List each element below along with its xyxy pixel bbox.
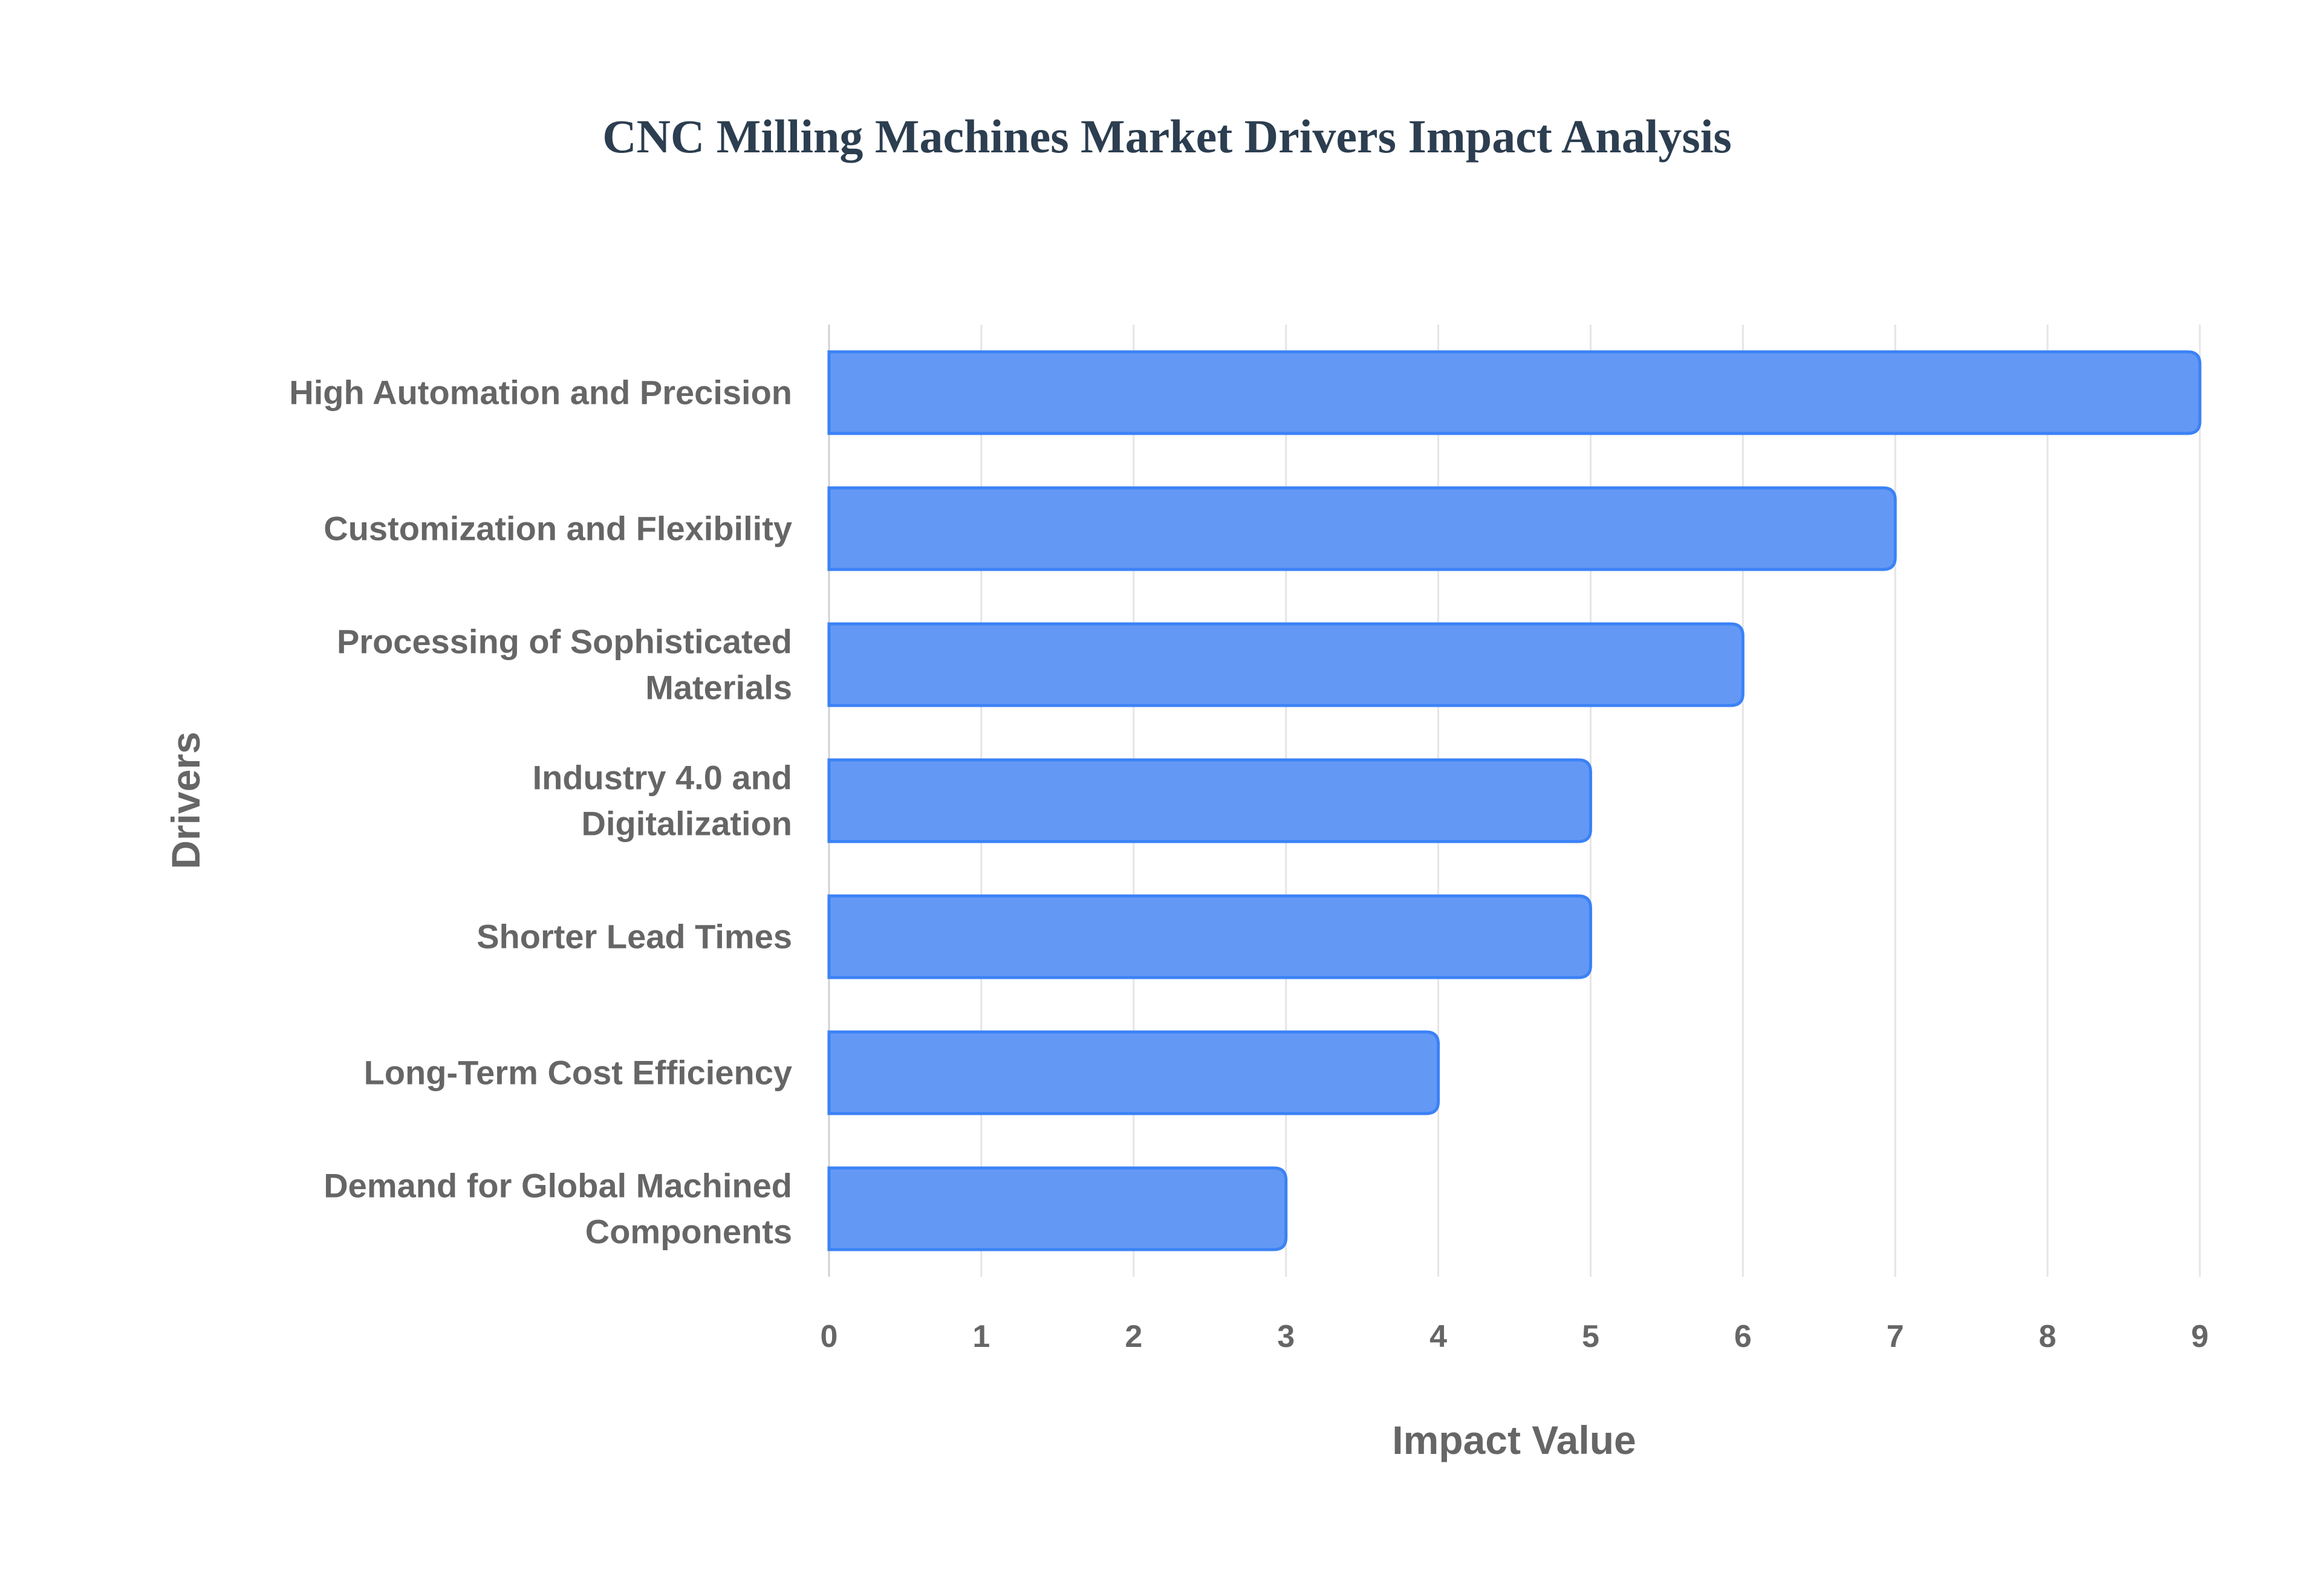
category-label: Long-Term Cost Efficiency [364,1054,792,1092]
x-tick-label: 5 [1582,1319,1599,1354]
bar [827,894,1592,979]
category-label: Customization and Flexibility [324,510,792,548]
bar [827,758,1592,843]
bar [827,1030,1440,1115]
y-axis-title: Drivers [163,731,208,869]
category-labels: High Automation and Precision Customizati… [289,374,792,1251]
bar [827,350,2202,435]
category-label: Materials [645,669,792,707]
x-tick-label: 0 [821,1319,838,1354]
bars [827,350,2202,1251]
chart-title: CNC Milling Machines Market Drivers Impa… [602,110,1732,163]
x-axis-title: Impact Value [1392,1418,1636,1462]
x-tick-label: 2 [1125,1319,1142,1354]
category-label: High Automation and Precision [289,374,792,412]
x-tick-label: 4 [1429,1319,1447,1354]
bar [827,1166,1288,1251]
x-tick-label: 6 [1734,1319,1752,1354]
bar [827,486,1897,571]
x-tick-labels: 0 1 2 3 4 5 6 7 8 9 [821,1319,2209,1354]
x-tick-label: 1 [972,1319,990,1354]
category-label: Processing of Sophisticated [337,623,792,661]
category-label: Industry 4.0 and [533,759,792,797]
bar [827,622,1745,707]
x-tick-label: 7 [1887,1319,1904,1354]
x-tick-label: 8 [2039,1319,2057,1354]
category-label: Components [585,1213,792,1251]
x-tick-label: 3 [1277,1319,1295,1354]
category-label: Demand for Global Machined [324,1167,792,1205]
x-tick-label: 9 [2191,1319,2209,1354]
category-label: Digitalization [582,805,792,843]
category-label: Shorter Lead Times [476,918,792,956]
